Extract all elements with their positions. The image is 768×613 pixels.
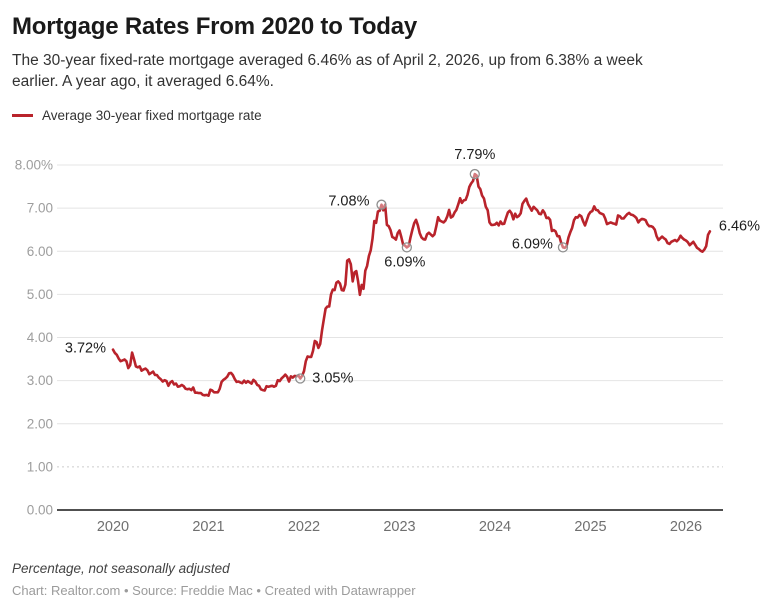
x-axis-tick-label: 2020 (97, 519, 129, 535)
chart-title: Mortgage Rates From 2020 to Today (12, 13, 418, 40)
y-axis-tick-label: 7.00 (27, 201, 53, 216)
y-axis-tick-label: 5.00 (27, 287, 53, 302)
byline: Chart: Realtor.com • Source: Freddie Mac… (12, 583, 416, 598)
annotation-label: 6.46% (719, 218, 760, 234)
line-chart: 8.00% 7.00 6.00 5.00 4.00 3.00 2.00 1.00 0.00 202… (15, 147, 760, 535)
chart-subtitle-line-2: earlier. A year ago, it averaged 6.64%. (12, 73, 274, 90)
annotation-marker (557, 242, 569, 253)
annotation-label: 7.79% (454, 147, 495, 163)
y-axis-tick-label: 4.00 (27, 330, 53, 345)
legend: Average 30-year fixed mortgage rate (12, 107, 756, 124)
y-axis-tick-label: 3.00 (27, 373, 53, 388)
annotation-marker (469, 168, 480, 180)
x-axis-tick-label: 2022 (288, 519, 320, 535)
y-axis-tick-label: 2.00 (27, 416, 53, 431)
annotation-label: 6.09% (512, 236, 553, 252)
x-axis-tick-label: 2021 (192, 519, 224, 535)
legend-label: Average 30-year fixed mortgage rate (42, 108, 262, 123)
x-axis-tick-label: 2024 (479, 519, 511, 535)
chart-subtitle: The 30-year fixed-rate mortgage averaged… (12, 50, 756, 92)
annotation-label: 3.05% (312, 370, 353, 386)
chart-subtitle-line-1: The 30-year fixed-rate mortgage averaged… (12, 52, 643, 69)
legend-line-swatch (12, 114, 33, 117)
annotation-label: 7.08% (328, 194, 369, 210)
annotation-label: 3.72% (65, 341, 106, 357)
annotation-label: 6.09% (384, 254, 425, 270)
x-axis-tick-label: 2023 (383, 519, 415, 535)
annotation-marker (401, 242, 412, 253)
annotation-marker (376, 199, 387, 210)
y-axis-tick-label: 6.00 (27, 244, 53, 259)
y-axis-tick-label: 1.00 (27, 459, 53, 474)
rate-line (111, 172, 712, 398)
y-axis-tick-label: 0.00 (27, 503, 53, 518)
y-axis-tick-label: 8.00% (15, 158, 53, 173)
x-axis-tick-label: 2026 (670, 519, 702, 535)
x-axis-tick-label: 2025 (574, 519, 606, 535)
annotation-marker (295, 373, 306, 384)
footnote: Percentage, not seasonally adjusted (12, 561, 230, 576)
